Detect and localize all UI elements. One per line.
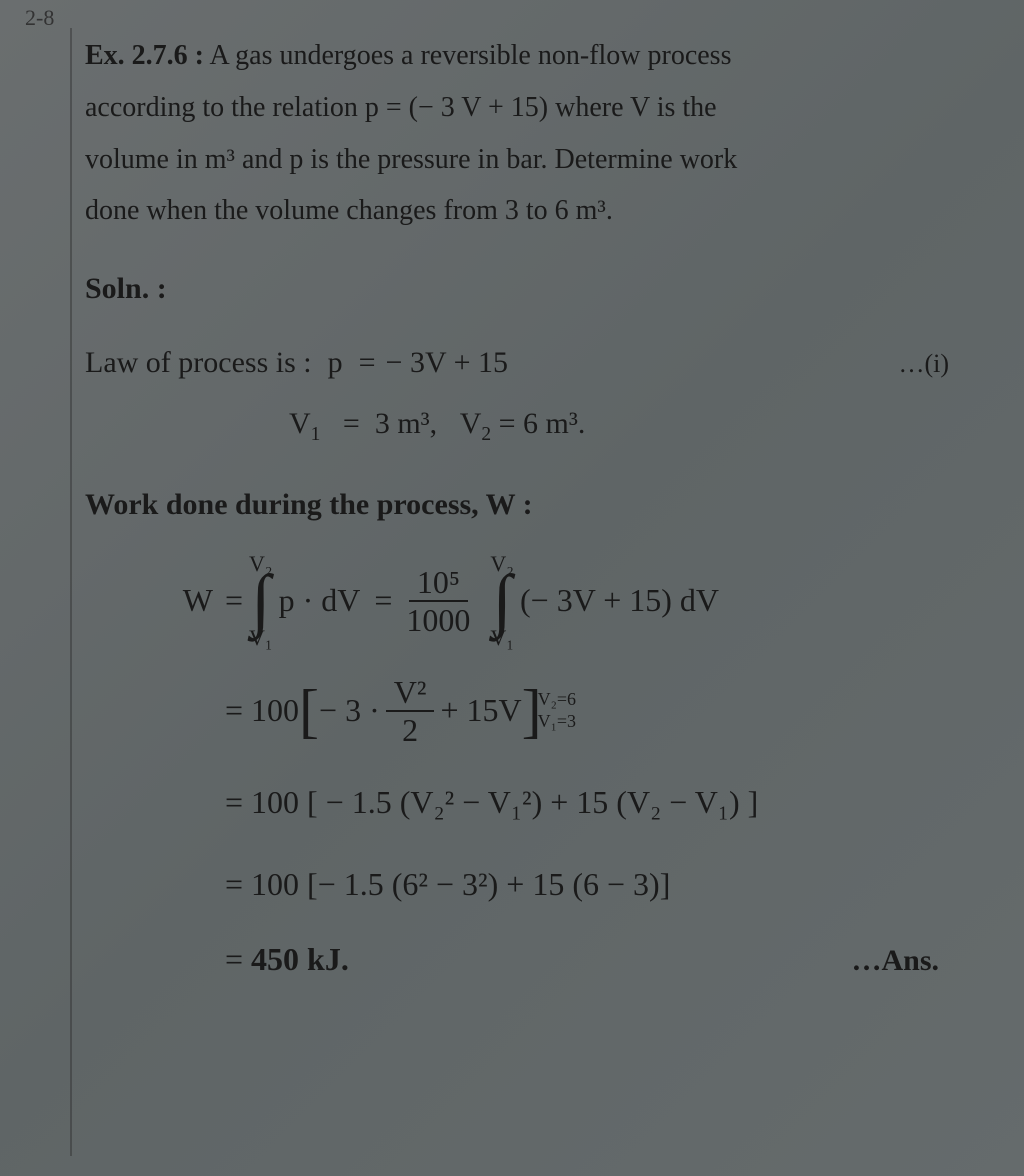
- solution-label: Soln. :: [85, 261, 979, 317]
- derivation: W = V₂ ∫ V₁ p · dV = 10⁵ 1000 V₂ ∫: [85, 553, 979, 987]
- law-var: p: [328, 335, 343, 391]
- v2-label: V: [460, 407, 482, 440]
- eq2-inner-b: + 15V: [440, 688, 521, 733]
- v2-sub: 2: [481, 424, 491, 445]
- frac-num: 10⁵: [409, 566, 468, 602]
- eq2-limit-bot: V₁=3: [538, 711, 576, 733]
- eq4-text: 100 [− 1.5 (6² − 3²) + 15 (6 − 3)]: [251, 862, 670, 907]
- final-answer: 450 kJ.: [251, 937, 349, 982]
- problem-statement: Ex. 2.7.6 : A gas undergoes a reversible…: [85, 30, 979, 237]
- eq2-limit-top: V₂=6: [538, 689, 576, 711]
- eq2-coeff: 100: [251, 688, 299, 733]
- equation-row-4: = 100 [− 1.5 (6² − 3²) + 15 (6 − 3)]: [85, 855, 979, 915]
- equation-row-3: = 100 [ − 1.5 (V₂² − V₁²) + 15 (V₂ − V₁)…: [85, 773, 979, 833]
- volume-values: V1 = 3 m³, V2 = 6 m³.: [85, 396, 979, 453]
- eq2-inner-a: − 3 ·: [319, 688, 380, 733]
- example-label: Ex. 2.7.6 :: [85, 40, 204, 71]
- v1-value: 3 m³,: [375, 407, 437, 440]
- equation-row-answer: = 450 kJ. …Ans.: [85, 937, 979, 987]
- v2-value: 6 m³.: [523, 407, 585, 440]
- margin-rule: [70, 28, 72, 1156]
- frac-den: 1000: [398, 602, 478, 636]
- equation-row-2: = 100 [ − 3 · V² 2 + 15V ] V₂=6 V₁=3: [85, 671, 979, 751]
- unit-conversion-frac: 10⁵ 1000: [398, 566, 478, 636]
- problem-text-1: A gas undergoes a reversible non-flow pr…: [209, 40, 731, 71]
- eq2-limits: V₂=6 V₁=3: [538, 689, 576, 732]
- eq2-frac: V² 2: [386, 676, 435, 746]
- page-number: 2-8: [25, 5, 54, 31]
- int1-lower: V₁: [249, 627, 273, 649]
- eq2-frac-den: 2: [394, 712, 426, 746]
- work-done-heading: Work done during the process, W :: [85, 477, 979, 533]
- integral-1: V₂ ∫ V₁: [249, 553, 273, 649]
- problem-text-3: volume in m³ and p is the pressure in ba…: [85, 144, 737, 175]
- page-content: Ex. 2.7.6 : A gas undergoes a reversible…: [85, 30, 979, 987]
- int2-body: (− 3V + 15) dV: [520, 578, 719, 623]
- answer-tag: …Ans.: [851, 940, 979, 982]
- law-expr: − 3V + 15: [386, 335, 899, 391]
- eq1-lhs: W: [85, 578, 225, 623]
- v1-label: V: [289, 407, 311, 440]
- law-prefix: Law of process is :: [85, 335, 312, 391]
- problem-text-2: according to the relation p = (− 3 V + 1…: [85, 92, 717, 123]
- equation-row-1: W = V₂ ∫ V₁ p · dV = 10⁵ 1000 V₂ ∫: [85, 553, 979, 649]
- v1-sub: 1: [311, 424, 321, 445]
- eq3-text: 100 [ − 1.5 (V₂² − V₁²) + 15 (V₂ − V₁) ]: [251, 780, 758, 825]
- law-equals: =: [359, 335, 376, 391]
- integral-2: V₂ ∫ V₁: [490, 553, 514, 649]
- int2-lower: V₁: [490, 627, 514, 649]
- int1-body: p · dV: [279, 578, 361, 623]
- equation-tag: …(i): [898, 340, 979, 388]
- eq2-frac-num: V²: [386, 676, 435, 712]
- law-of-process: Law of process is : p = − 3V + 15 …(i): [85, 335, 979, 391]
- problem-text-4: done when the volume changes from 3 to 6…: [85, 195, 613, 226]
